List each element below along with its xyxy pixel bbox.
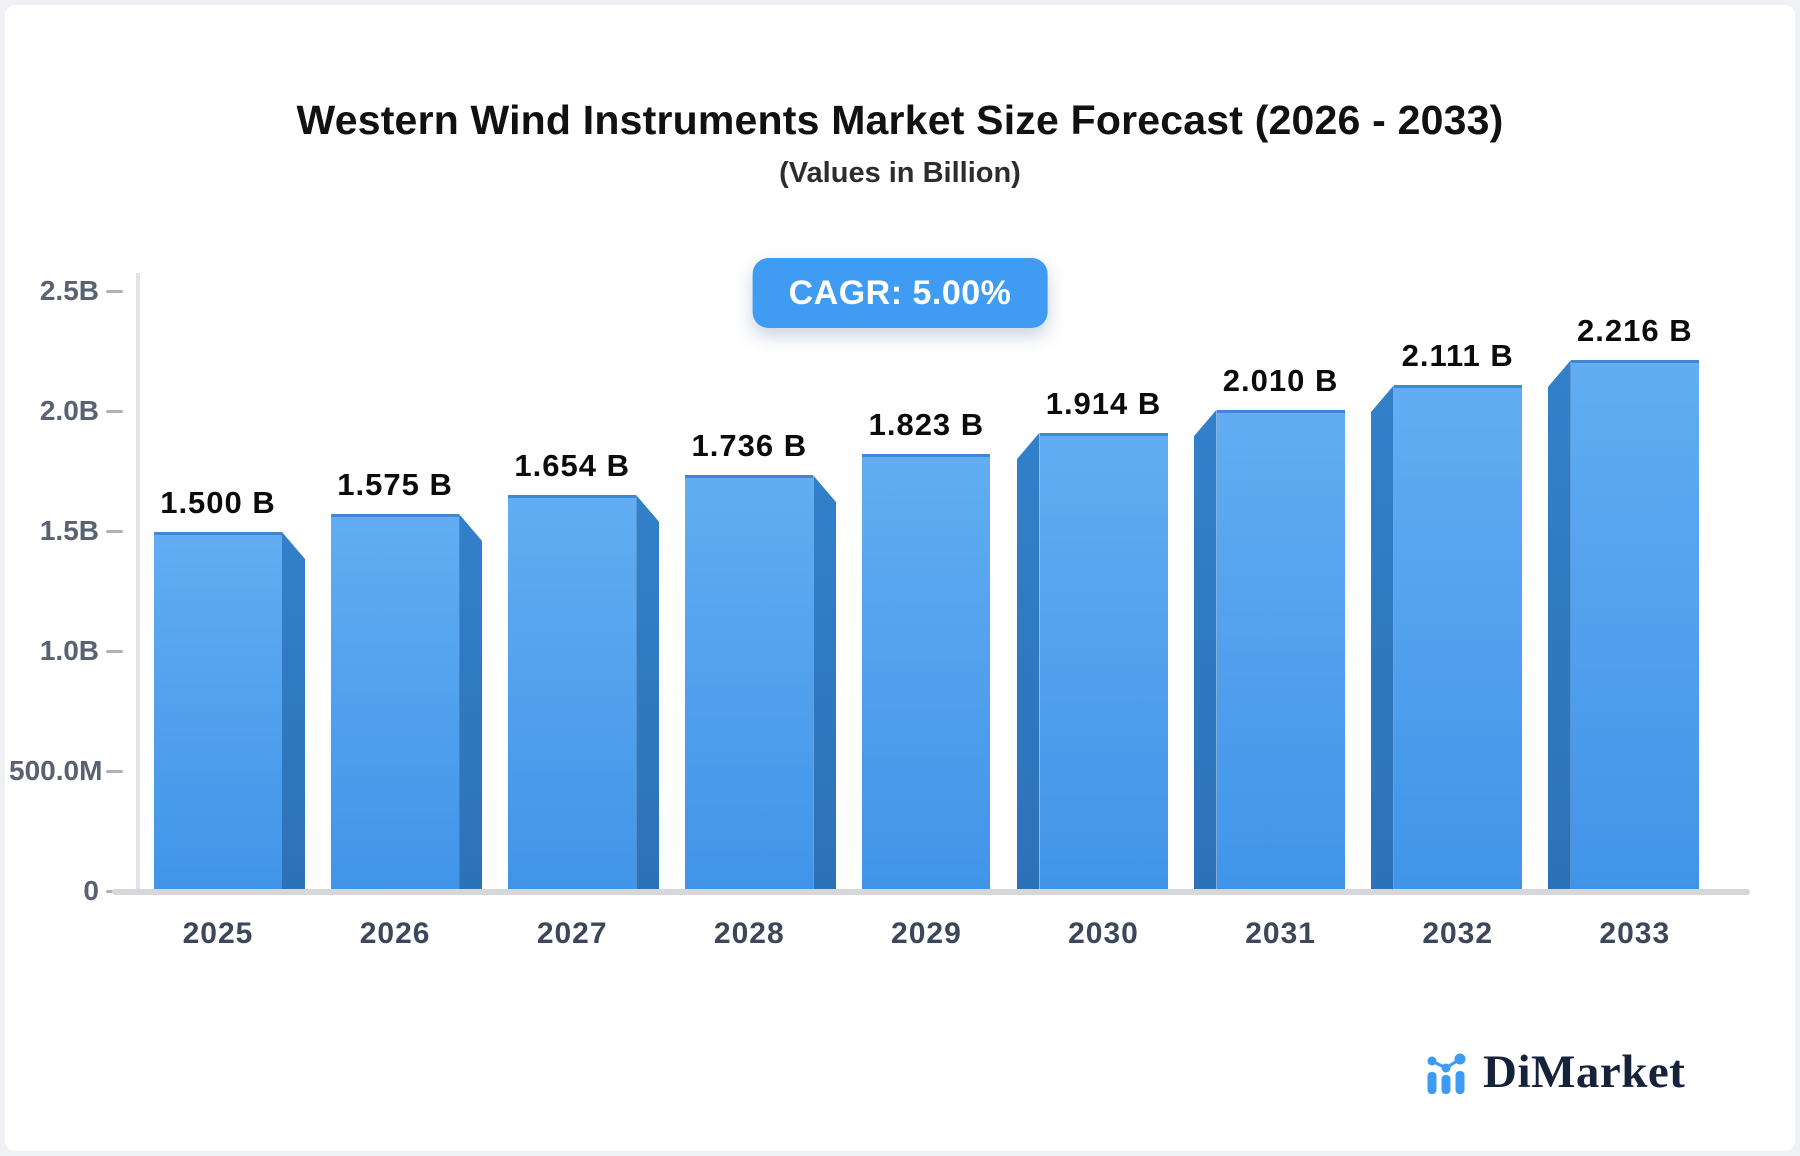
y-axis-tick-label: 0 [83,875,99,906]
bar-chart: 2.5B 2.0B 1.5B 1.0B 500.0M 0 1.500 B 2025 1.575 … [5,5,1800,1156]
cagr-badge: CAGR: 5.00% [752,258,1048,328]
chart-title: Western Wind Instruments Market Size For… [296,97,1504,143]
bar-value-label: 2.010 B [1222,362,1339,398]
bar-2027 [508,495,637,895]
y-axis-tick-label: 2.5B [39,275,99,306]
y-axis-tick-mark [106,290,123,293]
y-axis-tick-mark [106,770,123,773]
x-axis-label-2026: 2026 [359,917,431,950]
y-axis-tick-label: 500.0M [9,755,103,786]
x-axis-line [112,889,1750,895]
bar-2030 [1039,432,1168,895]
bar-value-label: 1.914 B [1045,385,1162,421]
bar-3d-side [636,495,660,892]
bar-2031 [1216,409,1345,895]
x-axis-label-2031: 2031 [1245,917,1316,950]
bar-value-label: 1.500 B [160,485,276,520]
y-axis-line [136,273,140,895]
brand-logo-text: DiMarket [1483,1046,1686,1098]
x-axis-label-2030: 2030 [1068,917,1139,950]
x-axis-label-2025: 2025 [182,917,254,950]
brand-logo: DiMarket [1425,1049,1685,1096]
bar-value-label: 1.736 B [691,428,808,464]
bar-3d-side [459,514,483,892]
chart-subtitle: (Values in Billion) [779,157,1021,189]
x-axis-label-2032: 2032 [1422,917,1494,950]
cagr-badge-label: CAGR: 5.00% [788,273,1012,312]
y-axis-tick-mark [106,530,123,533]
bar-3d-side [1016,432,1040,892]
chart-card: Western Wind Instruments Market Size For… [5,5,1795,1151]
bar-2033 [1570,360,1699,895]
bar-3d-side [1193,409,1217,892]
bar-2029 [862,454,991,895]
y-axis-tick-mark [106,650,123,653]
y-axis-tick-label: 1.5B [39,515,99,546]
x-axis-label-2027: 2027 [536,917,608,950]
x-axis-label-2029: 2029 [891,917,962,950]
bar-2028 [685,475,814,895]
x-axis-label-2033: 2033 [1599,917,1671,950]
y-axis-tick-mark [106,410,123,413]
bar-value-label: 1.654 B [514,448,630,484]
bar-value-label: 1.823 B [868,407,985,443]
y-axis-tick-label: 1.0B [39,635,99,666]
bar-value-label: 2.111 B [1401,338,1514,374]
y-axis-tick-label: 2.0B [39,395,99,426]
bar-value-label: 1.575 B [337,467,453,502]
bar-3d-side [813,475,837,892]
bar-3d-side [1370,385,1394,892]
bar-2026 [331,514,460,895]
bar-2032 [1393,385,1522,895]
bar-value-label: 2.216 B [1577,313,1693,349]
bar-2025 [154,532,282,895]
brand-chart-icon [1427,1053,1466,1094]
bar-3d-side [282,532,305,892]
x-axis-label-2028: 2028 [713,917,785,950]
bar-3d-side [1547,360,1571,892]
